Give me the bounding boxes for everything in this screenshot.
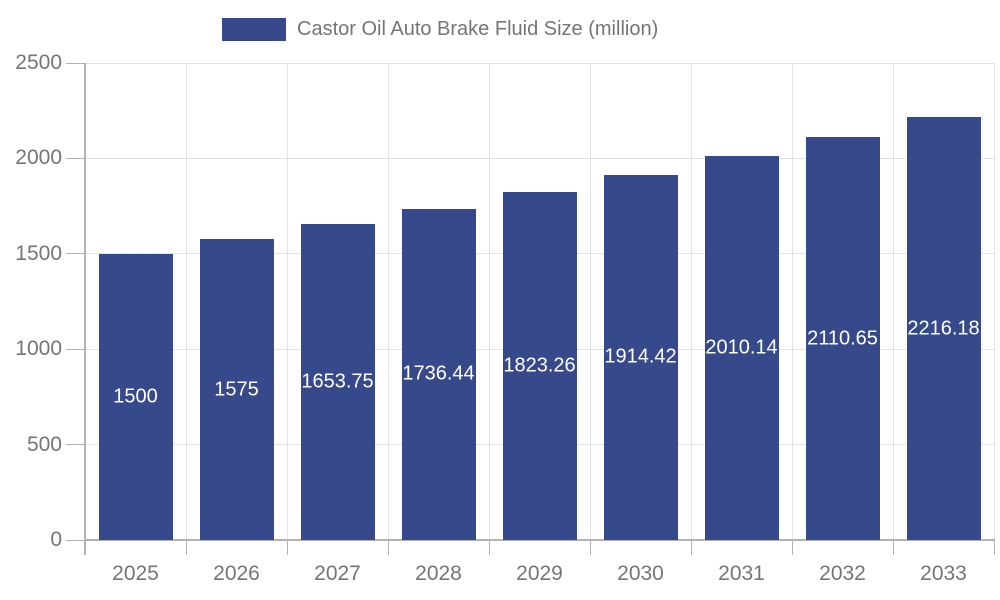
gridline-horizontal	[85, 62, 994, 64]
bar-value-label: 2110.65	[807, 327, 878, 350]
bar	[199, 239, 274, 540]
x-axis-tick	[185, 540, 187, 555]
x-axis-tick-label: 2031	[718, 562, 765, 585]
bar-value-label: 2216.18	[907, 317, 980, 340]
gridline-vertical	[892, 63, 894, 540]
x-axis-tick-label: 2033	[920, 562, 967, 585]
x-axis-tick	[690, 540, 692, 555]
bar-value-label: 2010.14	[705, 336, 778, 359]
bar	[300, 224, 375, 540]
y-axis-tick	[66, 62, 85, 64]
gridline-vertical	[690, 63, 692, 540]
x-axis-tick-label: 2025	[112, 562, 159, 585]
y-axis-tick-label: 1500	[15, 241, 62, 265]
y-axis-line	[84, 63, 86, 555]
gridline-vertical	[286, 63, 288, 540]
gridline-vertical	[387, 63, 389, 540]
y-axis-tick-label: 500	[26, 432, 62, 456]
y-axis-tick	[66, 348, 85, 350]
bar	[805, 137, 880, 540]
x-axis-tick	[286, 540, 288, 555]
bar-value-label: 1736.44	[402, 362, 475, 385]
bar-value-label: 1914.42	[604, 345, 677, 368]
y-axis-tick	[66, 253, 85, 255]
legend-item[interactable]: Castor Oil Auto Brake Fluid Size (millio…	[222, 18, 658, 41]
y-axis-tick-label: 1000	[15, 337, 62, 361]
x-axis-tick	[387, 540, 389, 555]
gridline-horizontal	[85, 157, 994, 159]
x-axis-tick-label: 2029	[516, 562, 563, 585]
bar	[98, 253, 173, 540]
x-axis-tick	[892, 540, 894, 555]
y-axis-tick-label: 0	[50, 528, 62, 551]
x-axis-tick-label: 2026	[213, 562, 260, 585]
x-axis-tick-label: 2032	[819, 562, 866, 585]
bar-value-label: 1500	[113, 385, 158, 408]
bar	[603, 174, 678, 540]
y-axis-tick-label: 2000	[15, 146, 62, 170]
gridline-vertical	[589, 63, 591, 540]
x-axis-line	[84, 539, 995, 541]
bar	[704, 156, 779, 540]
y-axis-tick-label: 2500	[15, 51, 62, 74]
y-axis-tick	[66, 539, 85, 541]
bar-value-label: 1823.26	[503, 354, 576, 377]
x-axis-tick-label: 2028	[415, 562, 462, 585]
x-axis-tick-label: 2030	[617, 562, 664, 585]
bar-value-label: 1575	[214, 378, 259, 401]
x-axis-tick	[791, 540, 793, 555]
y-axis-tick	[66, 444, 85, 446]
gridline-vertical	[488, 63, 490, 540]
gridline-vertical	[993, 63, 995, 540]
gridline-vertical	[185, 63, 187, 540]
y-axis-tick	[66, 157, 85, 159]
legend-label: Castor Oil Auto Brake Fluid Size (millio…	[297, 18, 659, 40]
legend-swatch	[222, 18, 286, 41]
gridline-vertical	[791, 63, 793, 540]
x-axis-tick	[993, 540, 995, 555]
x-axis-tick	[488, 540, 490, 555]
bar	[906, 117, 981, 540]
bar	[401, 208, 476, 540]
bar	[502, 192, 577, 540]
x-axis-tick-label: 2027	[314, 562, 361, 585]
x-axis-tick	[589, 540, 591, 555]
bar-value-label: 1653.75	[301, 370, 374, 393]
